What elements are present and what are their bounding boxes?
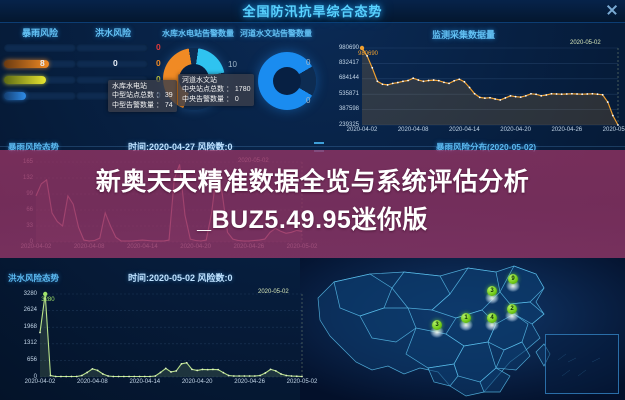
flood-gauge-row-red <box>76 44 148 52</box>
flood-chart-peak-dot <box>43 291 48 297</box>
map-marker[interactable]: 4 <box>485 313 499 331</box>
monitor-chart-xtick: 2020-04-02 <box>346 127 378 133</box>
hydrology-donut-title: 河道水文站告警数量 <box>240 29 312 38</box>
flood-chart-xtick: 2020-04-08 <box>77 379 108 385</box>
monitor-chart-xtick: 2020-05-02 <box>602 127 625 133</box>
marker-bubble: 1 <box>461 313 471 323</box>
marker-bubble: 2 <box>507 304 517 314</box>
reservoir-donut-segment-label: 10 <box>228 60 237 69</box>
flood-chart-peak-label: 3280 <box>41 297 55 303</box>
marker-bubble: 9 <box>508 274 518 284</box>
page-title: 全国防汛抗旱综合态势 <box>242 4 383 19</box>
watermark-line-1: 新奥天天精准数据全览与系统评估分析 <box>95 168 530 196</box>
monitor-chart-svg <box>359 45 619 126</box>
monitor-chart-ytick: 387598 <box>338 106 359 113</box>
hydrology-donut-chart[interactable] <box>258 52 316 110</box>
flood-chart-xtick: 2020-04-02 <box>24 379 56 385</box>
map-marker[interactable]: 3 <box>430 320 444 338</box>
flood-chart-ytick: 1312 <box>23 340 37 347</box>
marker-bubble: 4 <box>487 313 497 323</box>
monitor-chart[interactable]: 980690 832417 684144 535871 387598 239325 2020… <box>330 44 625 136</box>
map-marker[interactable]: 2 <box>505 304 519 322</box>
monitor-chart-area <box>362 48 618 125</box>
flood-chart-ytick: 2624 <box>23 307 37 314</box>
monitor-chart-peak-dot <box>359 45 365 51</box>
hydrology-tooltip-name: 河道水文站 <box>182 77 217 84</box>
watermark-band <box>0 150 625 258</box>
flood-chart-line <box>39 293 303 378</box>
reservoir-donut-title: 水库水电站告警数量 <box>162 29 234 38</box>
monitor-chart-xtick: 2020-04-14 <box>449 127 480 133</box>
flood-risk-heading: 洪水风险 <box>95 28 132 38</box>
reservoir-tooltip-line1: 中型站点总数 ： 39 <box>112 92 173 100</box>
close-icon[interactable] <box>605 3 619 17</box>
flood-chart-xtick: 2020-04-20 <box>181 379 213 385</box>
flood-chart-xtick: 2020-05-02 <box>286 379 318 385</box>
flood-trend-corner-date: 2020-05-02 <box>258 289 289 295</box>
rainstorm-trend-info: 时间:2020-04-27 风险数:0 <box>128 142 233 152</box>
hydrology-donut-value-top: 0 <box>306 58 311 67</box>
hydrology-tooltip-line1: 中央站点总数 ： 1780 <box>182 86 251 94</box>
monitor-chart-ytick: 980690 <box>338 44 359 51</box>
flood-chart-ytick: 1968 <box>23 323 37 330</box>
window-titlebar: 全国防汛抗旱综合态势 <box>0 0 625 23</box>
map-marker[interactable]: 3 <box>485 286 499 304</box>
marker-count: 4 <box>490 315 494 321</box>
monitor-chart-title: 监测采集数据量 <box>432 30 496 40</box>
flood-chart-area <box>40 294 302 377</box>
monitor-chart-peak-label: 980690 <box>358 51 379 57</box>
rainstorm-orange-inline: 8 <box>40 58 45 68</box>
marker-count: 3 <box>435 322 439 328</box>
monitor-chart-ytick: 239325 <box>338 121 359 128</box>
hydrology-tooltip-line2: 中央告警数量 ： 0 <box>182 95 239 103</box>
monitor-chart-ytick: 832417 <box>338 59 359 66</box>
gauge-row-red <box>4 44 76 52</box>
monitor-chart-xtick: 2020-04-26 <box>551 127 583 133</box>
rainstorm-risk-heading: 暴雨风险 <box>22 28 59 38</box>
flood-chart-ytick: 3280 <box>23 290 37 297</box>
map-marker[interactable]: 9 <box>506 274 520 292</box>
monitor-chart-corner-date: 2020-05-02 <box>570 40 601 46</box>
marker-count: 1 <box>464 315 468 321</box>
hydrology-tooltip: 河道水文站 中央站点总数 ： 1780 中央告警数量 ： 0 <box>178 74 255 107</box>
flood-chart-xtick: 2020-04-26 <box>234 379 265 385</box>
reservoir-tooltip-name: 水库水电站 <box>112 83 147 90</box>
marker-bubble: 3 <box>432 320 442 330</box>
flood-orange-value: 0 <box>156 58 161 68</box>
reservoir-tooltip: 水库水电站 中型站点总数 ： 39 中型告警数量 ： 74 <box>108 80 177 113</box>
marker-count: 3 <box>490 288 494 294</box>
gauge-row-orange <box>4 60 76 68</box>
hydrology-donut-value-bottom: 0 <box>306 96 311 105</box>
monitor-chart-xtick: 2020-04-08 <box>397 127 429 133</box>
rainstorm-trend-title: 暴雨风险态势 <box>8 142 60 152</box>
gauge-row-yellow <box>4 76 76 84</box>
map-marker[interactable]: 1 <box>459 313 473 331</box>
monitor-chart-ytick: 684144 <box>338 75 359 82</box>
flood-orange-inline: 0 <box>113 58 118 68</box>
flood-trend-title: 洪水风险态势 <box>8 273 60 283</box>
flood-chart-ytick: 0 <box>33 373 37 380</box>
flood-trend-info: 时间:2020-05-02 风险数:0 <box>128 273 233 283</box>
flood-chart-svg <box>39 291 303 378</box>
flood-red-value: 0 <box>156 42 161 52</box>
monitor-chart-xtick: 2020-04-20 <box>500 127 531 133</box>
rainstorm-map-title: 暴雨风险分布(2020-05-02) <box>436 142 537 152</box>
reservoir-tooltip-line2: 中型告警数量 ： 74 <box>112 101 173 109</box>
gauge-row-blue <box>4 92 76 100</box>
flood-trend-chart[interactable]: 3280 2624 1968 1312 656 0 2020-04-02 2020-04-08… <box>10 288 318 388</box>
flood-yellow-value: 0 <box>156 74 161 84</box>
marker-count: 9 <box>511 276 515 282</box>
flood-gauge-row-orange <box>76 60 148 68</box>
watermark-line-2: _BUZ5.49.95迷你版 <box>197 206 428 234</box>
marker-count: 2 <box>510 306 514 312</box>
flood-chart-ytick: 656 <box>26 356 37 363</box>
south-china-sea-inset <box>545 334 619 394</box>
monitor-chart-ytick: 535871 <box>338 90 359 97</box>
flood-chart-xtick: 2020-04-14 <box>129 379 161 385</box>
marker-bubble: 3 <box>487 286 497 296</box>
